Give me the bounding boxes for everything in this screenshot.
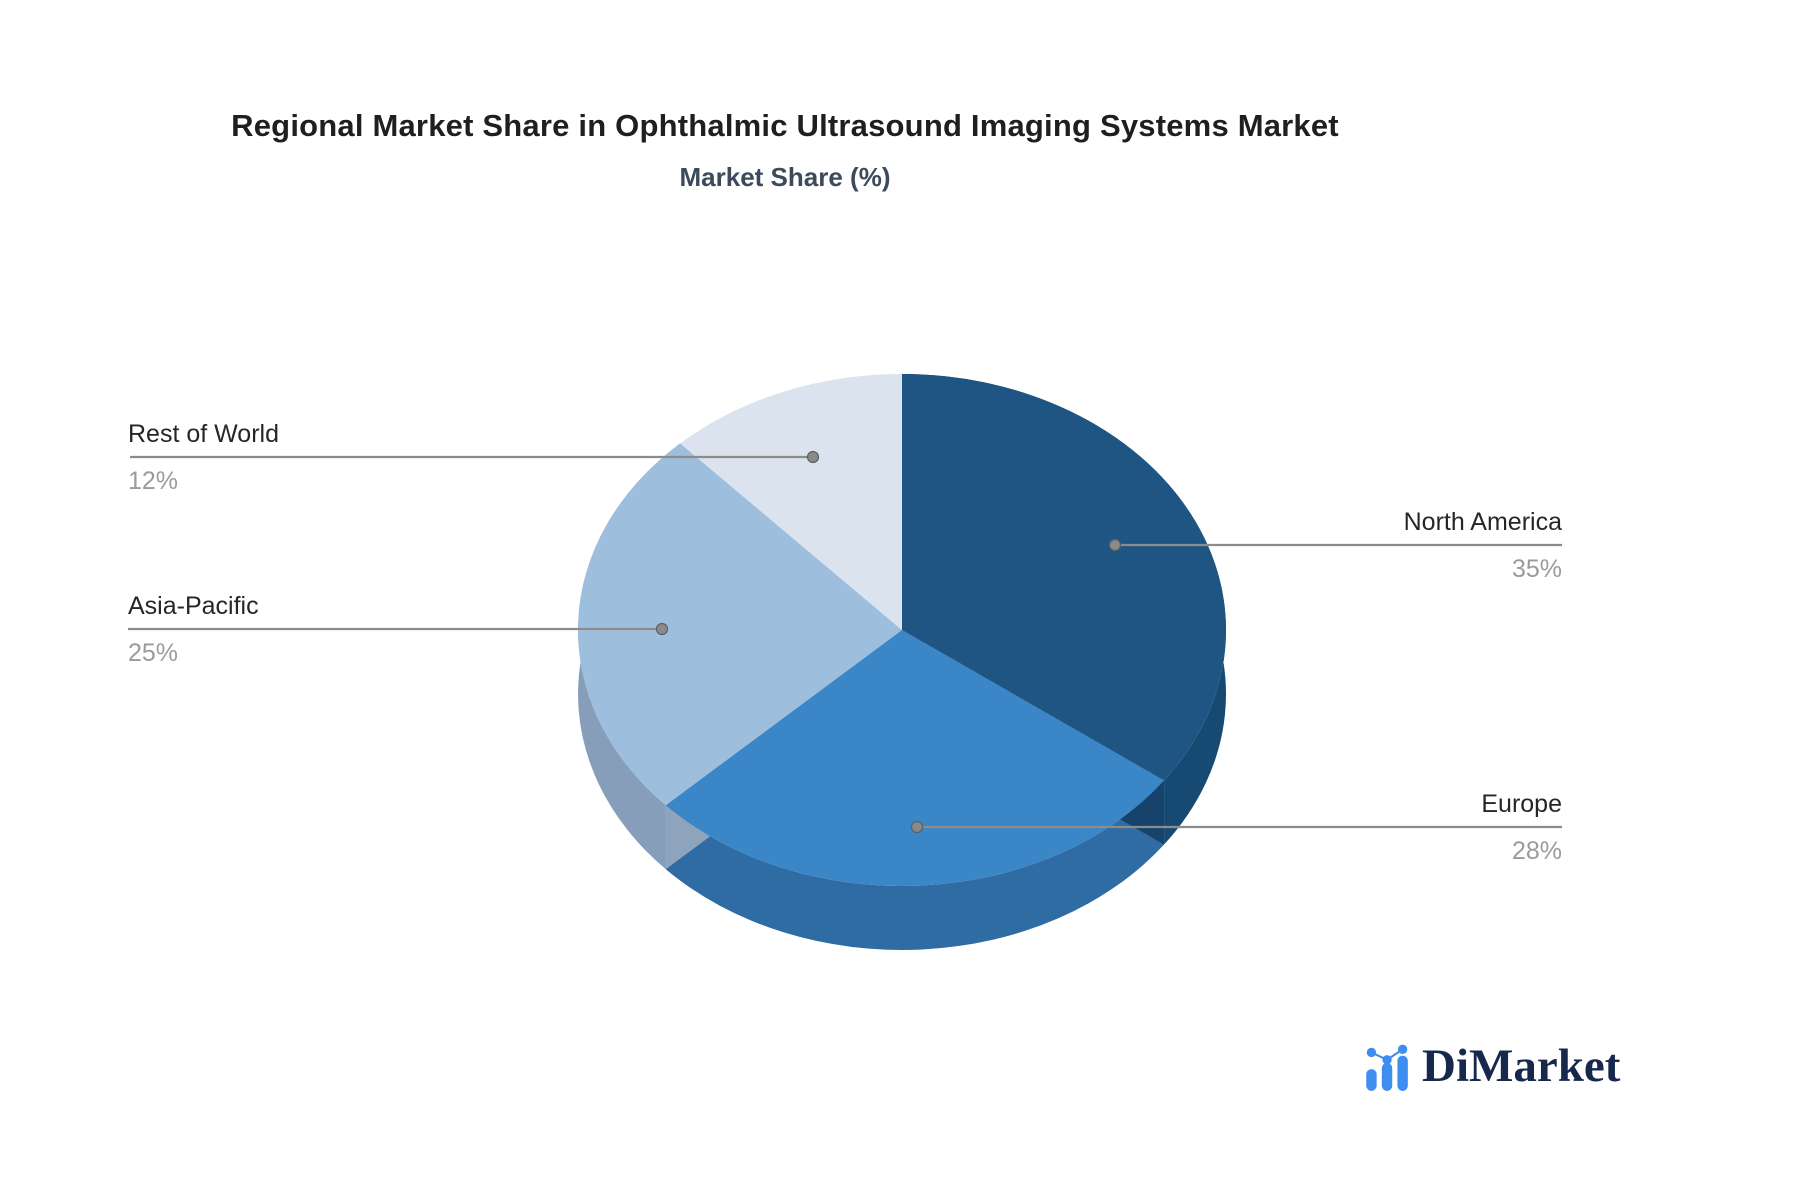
pie-slice-europe <box>665 630 1165 886</box>
brand-name: DiMarket <box>1422 1040 1621 1092</box>
chart-title: Regional Market Share in Ophthalmic Ultr… <box>231 108 1339 143</box>
callout-north-america: North America 35% <box>1404 508 1562 583</box>
callout-europe: Europe 28% <box>1481 790 1562 865</box>
slice-label-north-america: North America <box>1403 508 1562 536</box>
slice-value-asia-pacific: 25% <box>128 639 179 667</box>
pie-slice-rest-of-world <box>680 374 902 630</box>
slice-value-north-america: 35% <box>1511 555 1562 583</box>
pie-slice-asia-pacific <box>578 443 902 806</box>
bar-chart-logo-icon <box>1366 1044 1408 1091</box>
chart-heading: Regional Market Share in Ophthalmic Ultr… <box>0 108 1570 193</box>
brand-logo: DiMarket <box>1364 1040 1620 1092</box>
pie-slice-north-america <box>902 374 1227 781</box>
slice-label-rest-of-world: Rest of World <box>128 420 279 448</box>
pie-slices <box>578 374 1227 950</box>
slice-label-asia-pacific: Asia-Pacific <box>128 592 259 620</box>
slice-value-europe: 28% <box>1511 837 1562 865</box>
callout-asia-pacific: Asia-Pacific 25% <box>128 592 259 667</box>
leader-dot-3 <box>806 450 820 464</box>
slice-label-europe: Europe <box>1481 790 1562 818</box>
leader-dot-2 <box>655 622 669 636</box>
slice-value-rest-of-world: 12% <box>128 467 179 495</box>
chart-subtitle: Market Share (%) <box>679 162 891 192</box>
leader-dot-0 <box>1108 538 1122 552</box>
callout-rest-of-world: Rest of World 12% <box>128 420 279 495</box>
leader-dot-1 <box>910 820 924 834</box>
pie-side-1 <box>665 780 1165 950</box>
leader-lines <box>128 450 1562 834</box>
